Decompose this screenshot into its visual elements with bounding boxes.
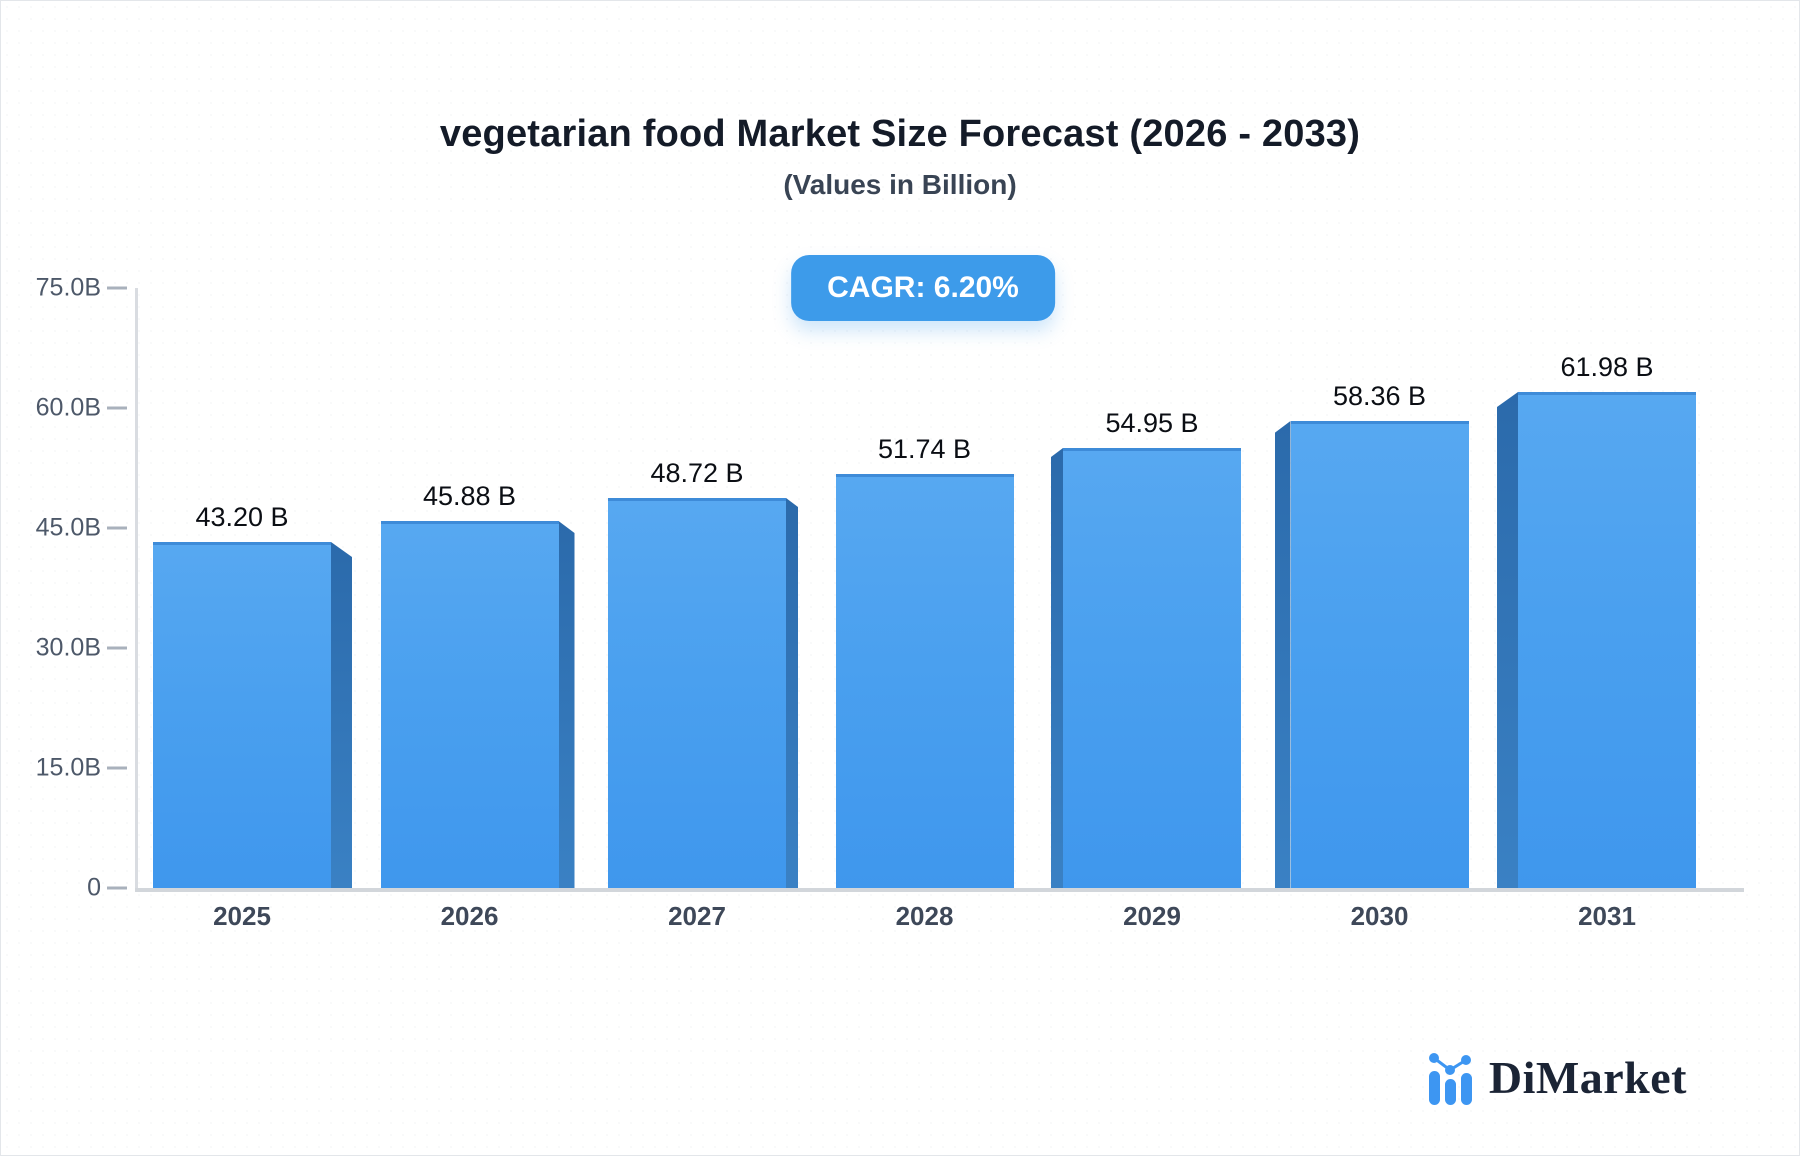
bar-side-2027 [786,498,798,888]
y-axis-line [135,288,138,890]
y-tick-mark [107,406,127,410]
x-axis-line [135,888,1744,892]
x-axis-label-2031: 2031 [1578,901,1636,931]
bar-value-label: 58.36 B [1332,381,1427,411]
logo-text: DiMarket [1488,1051,1687,1103]
chart-subtitle: (Values in Billion) [783,169,1017,200]
bar-line-chart-icon [1428,1053,1472,1105]
y-tick-label: 75.0B [35,273,101,302]
bar-2025 [153,542,331,888]
bar-value-label: 54.95 B [1105,408,1199,438]
bar-side-2029 [1051,448,1063,888]
x-axis-label-2028: 2028 [895,901,954,931]
dimarket-logo: DiMarket [1425,1049,1687,1105]
bar-value-label: 51.74 B [877,434,972,464]
cagr-badge: CAGR: 6.20% [791,255,1055,321]
y-tick-mark [107,646,127,650]
y-tick-mark [107,766,127,770]
bar-2030 [1290,421,1469,888]
bar-value-label: 43.20 B [195,502,289,532]
bar-value-label: 61.98 B [1560,352,1654,382]
y-tick-label: 0 [87,873,101,902]
bar-2031 [1518,392,1696,888]
bar-2029 [1063,448,1241,888]
bar-2028 [835,474,1014,888]
bar-side-2025 [331,542,352,888]
y-tick-mark [107,286,127,290]
x-axis-label-2029: 2029 [1123,901,1181,931]
y-tick-mark [107,886,127,890]
bar-side-2031 [1497,392,1518,888]
bar-side-2026 [558,521,575,888]
y-tick-label: 30.0B [35,633,101,662]
bar-side-2030 [1274,421,1291,888]
bar-2026 [380,521,559,888]
x-axis-label-2030: 2030 [1350,901,1409,931]
x-axis-label-2025: 2025 [213,901,271,931]
y-tick-label: 45.0B [35,513,101,542]
bar-value-label: 48.72 B [650,458,744,488]
x-axis-label-2027: 2027 [668,901,726,931]
y-tick-label: 15.0B [35,753,101,782]
chart-title: vegetarian food Market Size Forecast (20… [439,113,1361,155]
y-tick-mark [107,526,127,530]
bar-2027 [608,498,786,888]
y-tick-label: 60.0B [35,393,101,422]
x-axis-label-2026: 2026 [440,901,499,931]
bar-value-label: 45.88 B [422,481,517,511]
